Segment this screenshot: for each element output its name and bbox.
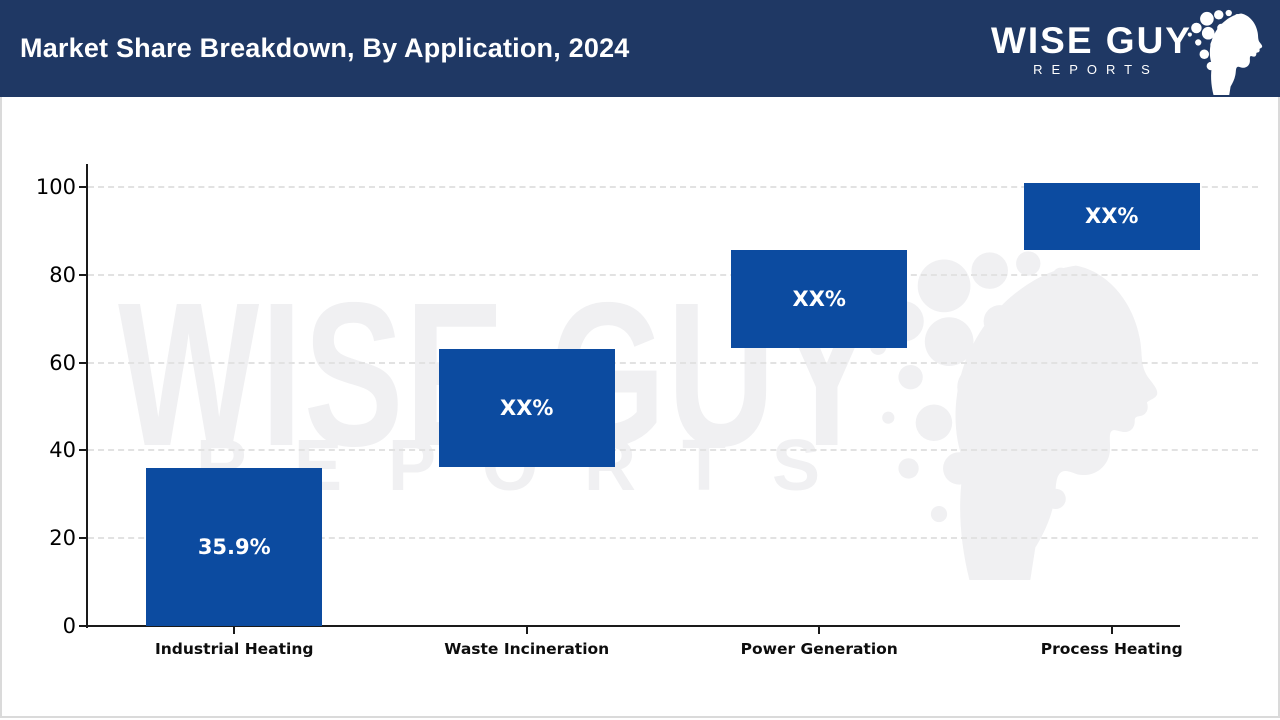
y-tick-mark-0 [79, 625, 87, 627]
gridline-20 [88, 537, 1258, 540]
logo-reports-text: REPORTS [1033, 61, 1159, 77]
wiseguy-logo: WISE GUY REPORTS [991, 3, 1270, 95]
bar-process-heating: XX% [1023, 182, 1200, 250]
x-category-label-process-heating: Process Heating [1040, 640, 1183, 658]
x-axis-line [86, 625, 1180, 627]
bar-value-label-industrial-heating: 35.9% [197, 535, 271, 560]
bar-value-label-power-generation: XX% [792, 286, 846, 311]
page-title: Market Share Breakdown, By Application, … [20, 33, 630, 63]
y-tick-mark-100 [79, 186, 87, 188]
bar-value-label-process-heating: XX% [1085, 204, 1139, 229]
y-tick-mark-20 [79, 537, 87, 540]
wiseguy-face-watermark-icon [870, 251, 1158, 580]
header-bar: Market Share Breakdown, By Application, … [0, 0, 1280, 97]
bar-value-label-waste-incineration: XX% [500, 396, 554, 421]
y-tick-label-0: 0 [62, 614, 76, 638]
gridline-40 [88, 449, 1258, 452]
gridline-80 [88, 273, 1258, 276]
bar-power-generation: XX% [731, 249, 908, 348]
y-tick-mark-40 [79, 449, 87, 452]
y-tick-mark-80 [79, 273, 87, 276]
y-tick-label-80: 80 [49, 262, 76, 287]
x-category-label-power-generation: Power Generation [740, 640, 898, 658]
wiseguy-logo-text: WISE GUY REPORTS [991, 22, 1192, 76]
y-tick-label-20: 20 [49, 526, 76, 551]
gridline-100 [88, 186, 1258, 188]
y-tick-label-100: 100 [35, 175, 76, 199]
x-category-label-industrial-heating: Industrial Heating [155, 640, 314, 658]
logo-wordmark: WISE GUY [990, 19, 1192, 61]
wiseguy-face-icon [1187, 9, 1263, 95]
x-category-label-waste-incineration: Waste Incineration [444, 640, 610, 658]
x-tick-mark-power-generation [818, 627, 821, 634]
gridline-60 [88, 361, 1258, 364]
y-tick-mark-60 [79, 361, 87, 364]
y-axis-line [86, 164, 88, 628]
y-tick-label-40: 40 [49, 438, 76, 463]
bar-waste-incineration: XX% [438, 348, 615, 468]
x-tick-mark-industrial-heating [233, 627, 236, 634]
x-tick-mark-process-heating [1110, 627, 1113, 634]
y-tick-label-60: 60 [49, 350, 76, 375]
bar-industrial-heating: 35.9% [146, 468, 323, 626]
x-tick-mark-waste-incineration [525, 627, 528, 634]
